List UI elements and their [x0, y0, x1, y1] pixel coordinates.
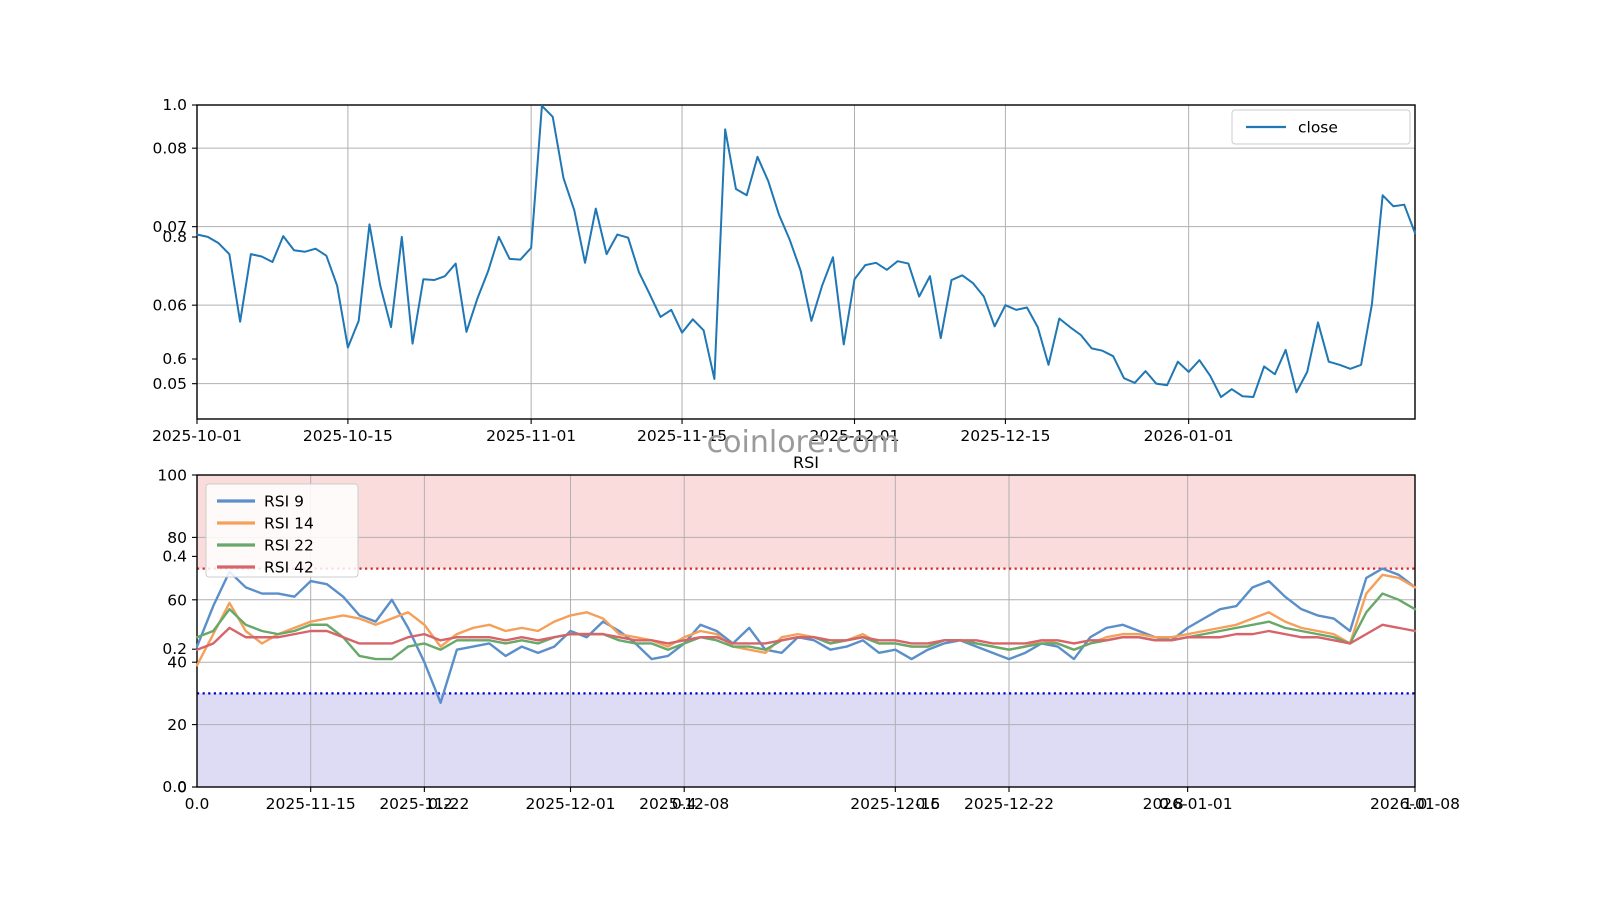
rsi-legend-label-rsi-22: RSI 22 — [264, 537, 314, 555]
rsi-x-tick-label: 2025-12-15 — [850, 795, 940, 813]
rsi-y-tick-label: 40 — [167, 654, 187, 672]
price-y-tick-label: 0.06 — [152, 297, 187, 315]
rsi-x-tick-label: 2026-01-01 — [1143, 795, 1233, 813]
rsi-y-tick-label: 0 — [177, 779, 187, 797]
watermark-text: coinlore.com — [707, 425, 900, 460]
rsi-legend-box — [205, 483, 359, 578]
rsi-y-tick-label: 80 — [167, 529, 187, 547]
price-y-tick-label: 0.08 — [152, 140, 187, 158]
price-y-tick-label: 0.05 — [152, 375, 187, 393]
rsi-x-alt-tick-label: 1.0 — [1403, 795, 1428, 813]
price-y-alt-tick-label: 1.0 — [162, 96, 187, 114]
price-y-tick-label: 0.07 — [152, 218, 187, 236]
price-y-alt-tick-label: 0.8 — [162, 228, 187, 246]
price-x-tick-label: 2025-11-15 — [637, 427, 727, 445]
rsi-x-tick-label: 2026-01-08 — [1370, 795, 1460, 813]
rsi-series-line-rsi-9 — [195, 567, 1417, 704]
price-y-alt-tick-label: 0.6 — [162, 350, 187, 368]
price-x-tick-label: 2025-11-01 — [486, 427, 576, 445]
price-x-tick-label: 2025-10-01 — [152, 427, 242, 445]
rsi-panel: RSI 0 20 40 60 80 100 0.0 0.2 0.4 2025-11-15 2025-1… — [157, 453, 1460, 813]
rsi-x-tick-label: 2025-11-15 — [266, 795, 356, 813]
rsi-x-tick-label: 2025-12-01 — [525, 795, 615, 813]
rsi-legend-label-rsi-42: RSI 42 — [264, 559, 314, 577]
price-x-tick-label: 2026-01-01 — [1144, 427, 1234, 445]
rsi-series-line-rsi-14 — [195, 573, 1417, 667]
rsi-legend-label-rsi-14: RSI 14 — [264, 515, 314, 533]
rsi-y-tick-label: 100 — [157, 467, 187, 485]
rsi-x-alt-tick-label: 0.2 — [428, 795, 453, 813]
price-plot-frame — [196, 104, 1416, 420]
price-legend-box — [1231, 109, 1411, 145]
price-panel: 0.05 0.06 0.07 0.08 0.6 0.8 1.0 2025-10-01 2025-… — [152, 96, 1416, 445]
price-legend-label-close: close — [1298, 119, 1338, 137]
rsi-x-tick-label: 2025-12-22 — [964, 795, 1054, 813]
price-x-tick-label: 2025-12-01 — [809, 427, 899, 445]
rsi-panel-title: RSI — [793, 453, 819, 472]
rsi-x-alt-tick-label: 0.4 — [672, 795, 697, 813]
rsi-oversold-band — [197, 693, 1415, 787]
rsi-x-tick-label: 2025-11-22 — [379, 795, 469, 813]
rsi-y-alt-tick-label: 0.4 — [162, 547, 187, 565]
price-x-tick-label: 2025-10-15 — [303, 427, 393, 445]
rsi-legend-label-rsi-9: RSI 9 — [264, 493, 304, 511]
rsi-x-tick-label: 2025-12-08 — [639, 795, 729, 813]
rsi-y-alt-tick-label: 0.2 — [162, 640, 187, 658]
rsi-y-alt-tick-label: 0.0 — [162, 778, 187, 796]
price-x-tick-label: 2025-12-15 — [960, 427, 1050, 445]
rsi-y-tick-label: 60 — [167, 591, 187, 609]
rsi-y-tick-label: 20 — [167, 716, 187, 734]
watermark-group: coinlore.com — [707, 425, 900, 460]
price-close-line — [196, 104, 1416, 399]
rsi-series-line-rsi-42 — [195, 623, 1417, 651]
rsi-x-alt-tick-label: 0.6 — [915, 795, 940, 813]
rsi-x-alt-tick-label: 0.0 — [185, 795, 210, 813]
rsi-overbought-band — [197, 475, 1415, 569]
rsi-x-alt-tick-label: 0.8 — [1159, 795, 1184, 813]
